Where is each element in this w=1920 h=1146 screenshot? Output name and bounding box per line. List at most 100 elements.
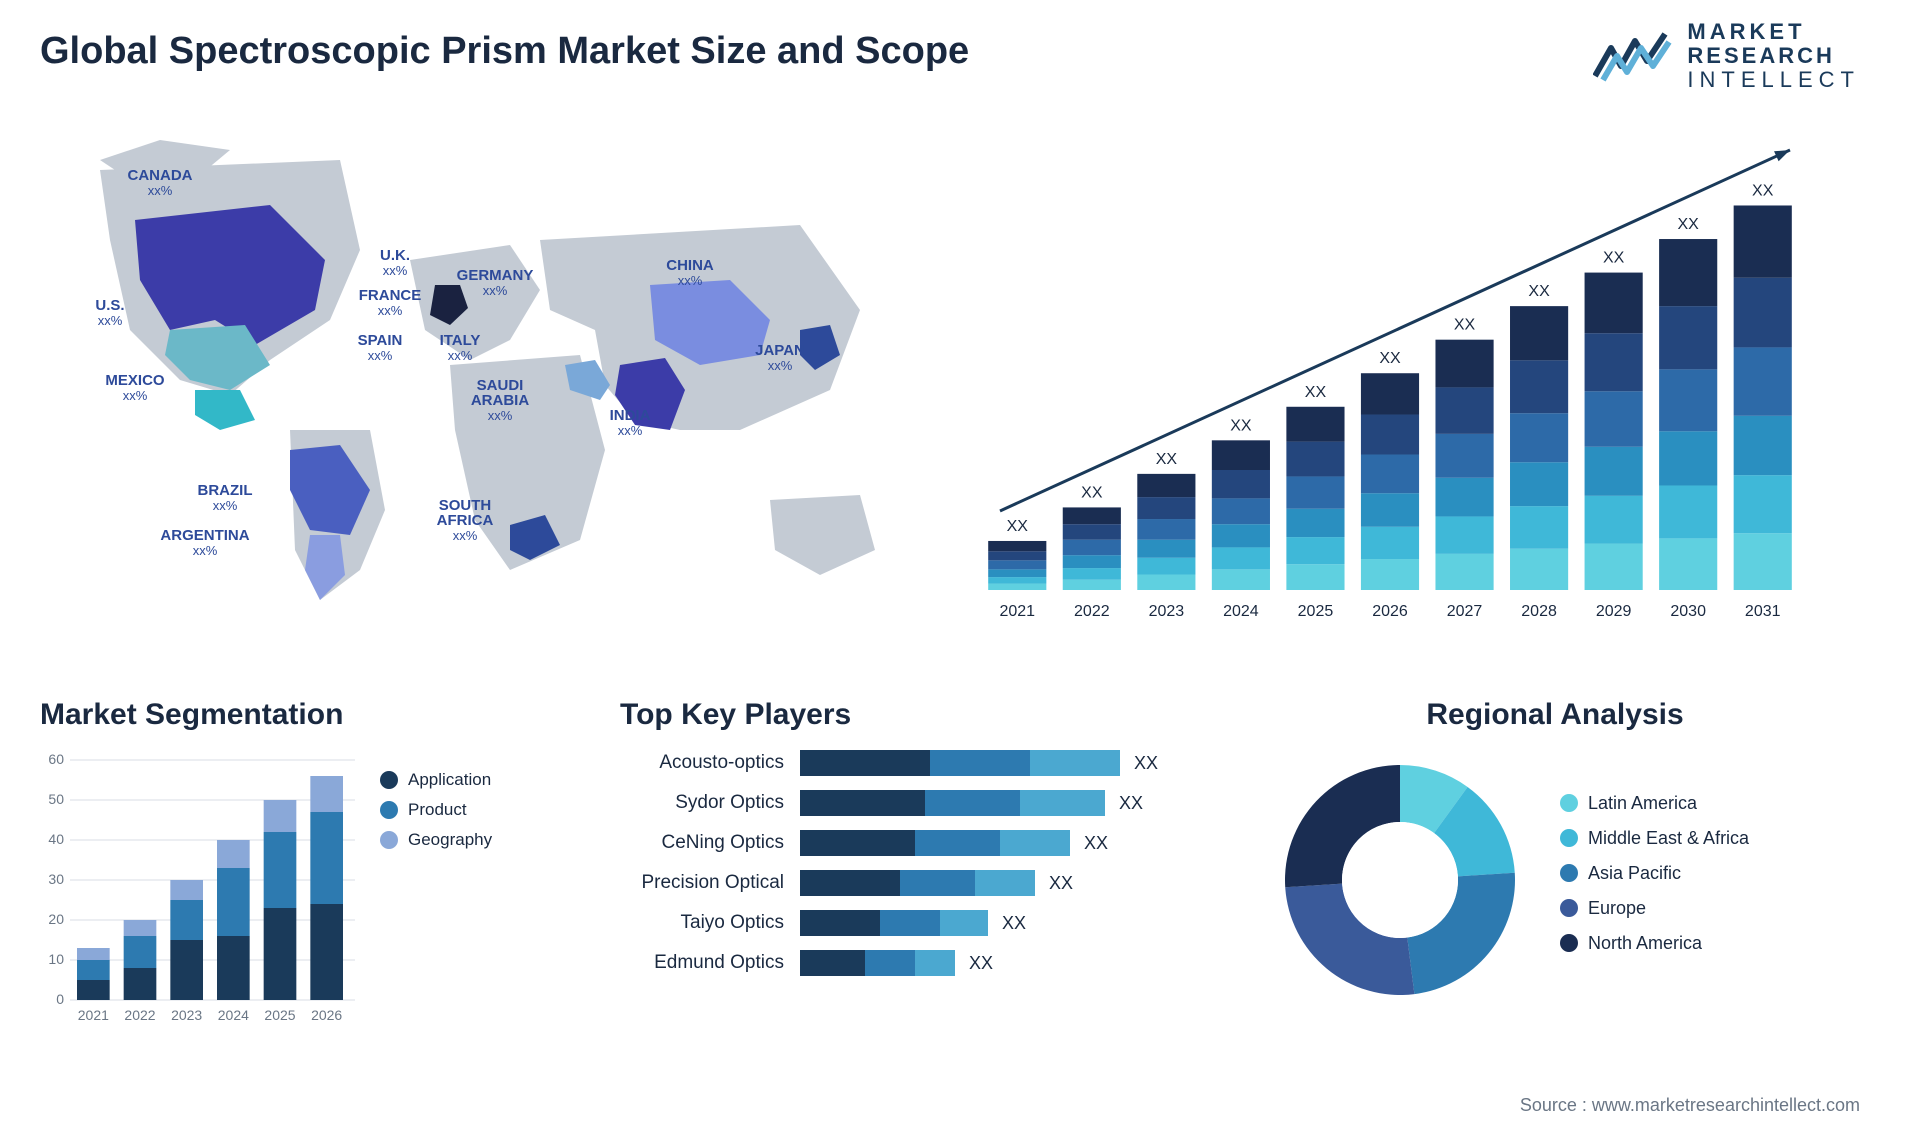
players-section: Top Key Players Acousto-opticsXXSydor Op…	[620, 698, 1240, 990]
segmentation-chart: 0102030405060 202120222023202420252026	[40, 750, 360, 1030]
seg-bar-segment	[170, 900, 203, 940]
player-name: Sydor Optics	[620, 792, 800, 814]
player-value: XX	[1119, 793, 1143, 814]
bar-segment	[1435, 554, 1493, 590]
legend-dot	[1560, 794, 1578, 812]
player-bar-segment	[940, 910, 988, 936]
bar-segment	[1659, 538, 1717, 590]
bar-segment	[1212, 547, 1270, 569]
legend-item: Middle East & Africa	[1560, 828, 1749, 849]
bar-segment	[1361, 373, 1419, 414]
legend-label: Product	[408, 800, 467, 820]
bar-value-label: XX	[1603, 250, 1625, 267]
bar-segment	[988, 541, 1046, 551]
bar-segment	[1137, 540, 1195, 558]
bar-segment	[988, 569, 1046, 577]
player-bar-segment	[800, 830, 915, 856]
player-row: Taiyo OpticsXX	[620, 910, 1240, 936]
legend-label: Asia Pacific	[1588, 863, 1681, 884]
svg-text:MEXICO: MEXICO	[105, 372, 165, 389]
x-axis-label: 2022	[1074, 603, 1110, 620]
y-axis-label: 10	[48, 951, 64, 967]
seg-x-label: 2024	[218, 1007, 249, 1023]
seg-x-label: 2025	[264, 1007, 295, 1023]
player-bar-segment	[1000, 830, 1070, 856]
bar-value-label: XX	[1528, 283, 1550, 300]
legend-label: Europe	[1588, 898, 1646, 919]
player-name: Acousto-optics	[620, 752, 800, 774]
bar-segment	[1659, 239, 1717, 306]
bar-segment	[1510, 360, 1568, 413]
bar-segment	[1286, 564, 1344, 590]
svg-text:xx%: xx%	[148, 183, 173, 198]
map-label: SPAINxx%	[358, 332, 403, 363]
svg-text:ARABIA: ARABIA	[471, 392, 529, 409]
bar-value-label: XX	[1007, 518, 1029, 535]
bar-segment	[1510, 549, 1568, 590]
bar-segment	[1510, 413, 1568, 462]
legend-dot	[380, 831, 398, 849]
y-axis-label: 30	[48, 871, 64, 887]
player-value: XX	[1084, 833, 1108, 854]
y-axis-label: 50	[48, 791, 64, 807]
bar-segment	[1063, 555, 1121, 568]
player-bar-segment	[1020, 790, 1105, 816]
player-name: CeNing Optics	[620, 832, 800, 854]
legend-dot	[1560, 829, 1578, 847]
bar-value-label: XX	[1305, 384, 1327, 401]
bar-segment	[1361, 559, 1419, 590]
seg-bar-segment	[170, 940, 203, 1000]
player-bar-segment	[800, 870, 900, 896]
svg-text:xx%: xx%	[678, 273, 703, 288]
bar-value-label: XX	[1379, 350, 1401, 367]
bar-segment	[1585, 273, 1643, 334]
bar-segment	[1286, 537, 1344, 564]
x-axis-label: 2031	[1745, 603, 1781, 620]
player-row: Edmund OpticsXX	[620, 950, 1240, 976]
bar-segment	[1435, 434, 1493, 478]
market-size-svg: XXXXXXXXXXXXXXXXXXXXXX 20212022202320242…	[960, 130, 1820, 630]
bar-segment	[1137, 519, 1195, 540]
player-value: XX	[1002, 913, 1026, 934]
svg-text:xx%: xx%	[768, 358, 793, 373]
bar-segment	[1734, 416, 1792, 475]
legend-dot	[1560, 934, 1578, 952]
player-name: Precision Optical	[620, 872, 800, 894]
bar-segment	[1137, 497, 1195, 519]
bar-segment	[1063, 540, 1121, 555]
segmentation-section: Market Segmentation 0102030405060 202120…	[40, 698, 560, 1030]
x-axis-label: 2024	[1223, 603, 1259, 620]
player-bar-segment	[930, 750, 1030, 776]
logo-line3: INTELLECT	[1687, 68, 1860, 92]
seg-bar-segment	[124, 968, 157, 1000]
y-axis-label: 60	[48, 751, 64, 767]
player-name: Edmund Optics	[620, 952, 800, 974]
player-bar	[800, 830, 1070, 856]
bar-segment	[1063, 507, 1121, 524]
bar-segment	[1659, 485, 1717, 538]
seg-bar-segment	[77, 980, 110, 1000]
map-label: ITALYxx%	[440, 332, 481, 363]
bar-segment	[1361, 527, 1419, 559]
svg-text:AFRICA: AFRICA	[437, 512, 494, 529]
x-axis-label: 2030	[1670, 603, 1706, 620]
legend-item: Latin America	[1560, 793, 1749, 814]
bar-segment	[1286, 509, 1344, 537]
seg-bar-segment	[217, 936, 250, 1000]
legend-dot	[1560, 899, 1578, 917]
bar-segment	[1734, 533, 1792, 590]
bar-segment	[1510, 306, 1568, 360]
bar-segment	[1286, 442, 1344, 477]
svg-text:xx%: xx%	[453, 528, 478, 543]
bar-segment	[1063, 568, 1121, 580]
logo-line2: RESEARCH	[1687, 44, 1860, 68]
bar-segment	[1659, 369, 1717, 431]
player-bar	[800, 870, 1035, 896]
bar-segment	[1585, 496, 1643, 544]
seg-bar-segment	[170, 880, 203, 900]
bar-segment	[1734, 347, 1792, 415]
bar-segment	[1286, 476, 1344, 508]
map-label: U.S.xx%	[95, 297, 124, 328]
bar-segment	[1063, 524, 1121, 539]
legend-label: Latin America	[1588, 793, 1697, 814]
